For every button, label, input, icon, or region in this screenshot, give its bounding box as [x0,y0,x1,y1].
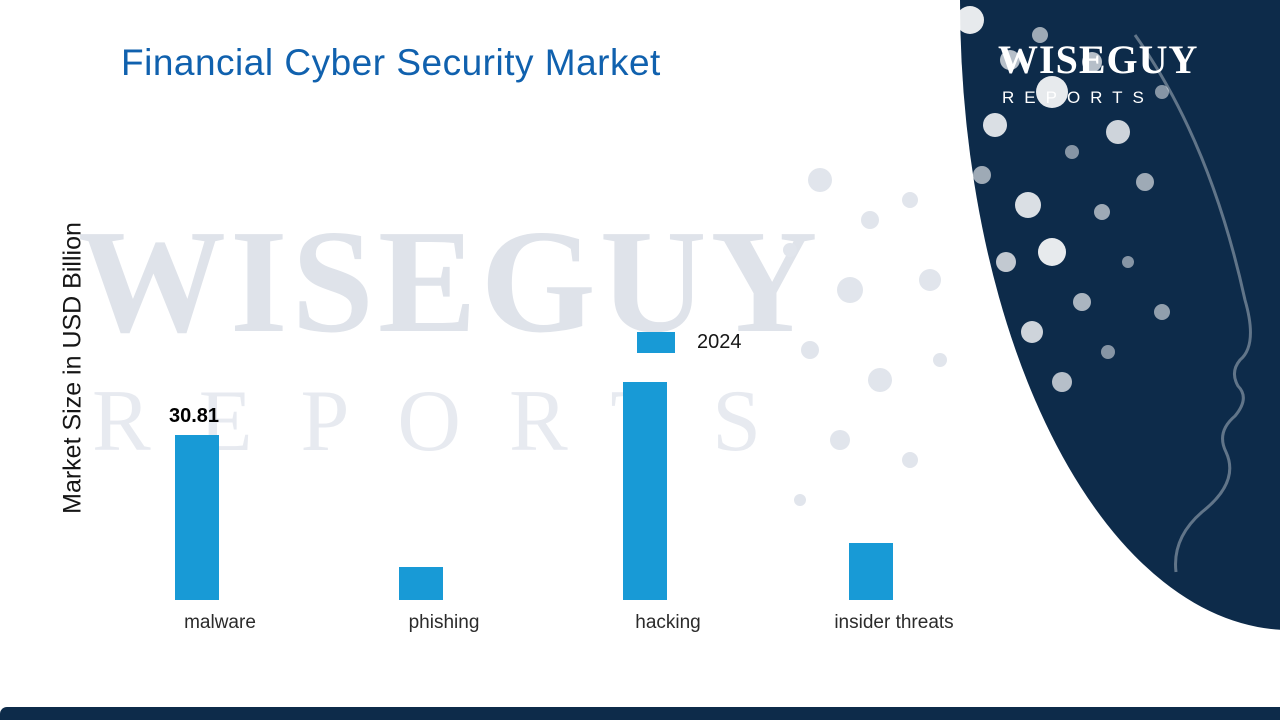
legend: 2024 [637,331,742,354]
y-axis-label: Market Size in USD Billion [58,222,87,514]
bar-hacking [623,382,667,600]
logo-reports-text: REPORTS [1002,88,1154,107]
category-label-malware: malware [184,612,256,633]
legend-label: 2024 [697,331,742,353]
bar-phishing [399,567,443,600]
chart-title: Financial Cyber Security Market [121,42,661,83]
bar-malware [175,435,219,600]
logo-brand-text: WISEGUY [998,37,1199,82]
category-label-hacking: hacking [635,612,701,633]
category-label-phishing: phishing [408,612,480,633]
bar-insider-threats [849,543,893,600]
category-label-insider-threats: insider threats [834,612,954,633]
legend-swatch-2024 [637,332,675,353]
footer-bar [0,707,1280,720]
bar-value-label-malware: 30.81 [168,405,220,427]
